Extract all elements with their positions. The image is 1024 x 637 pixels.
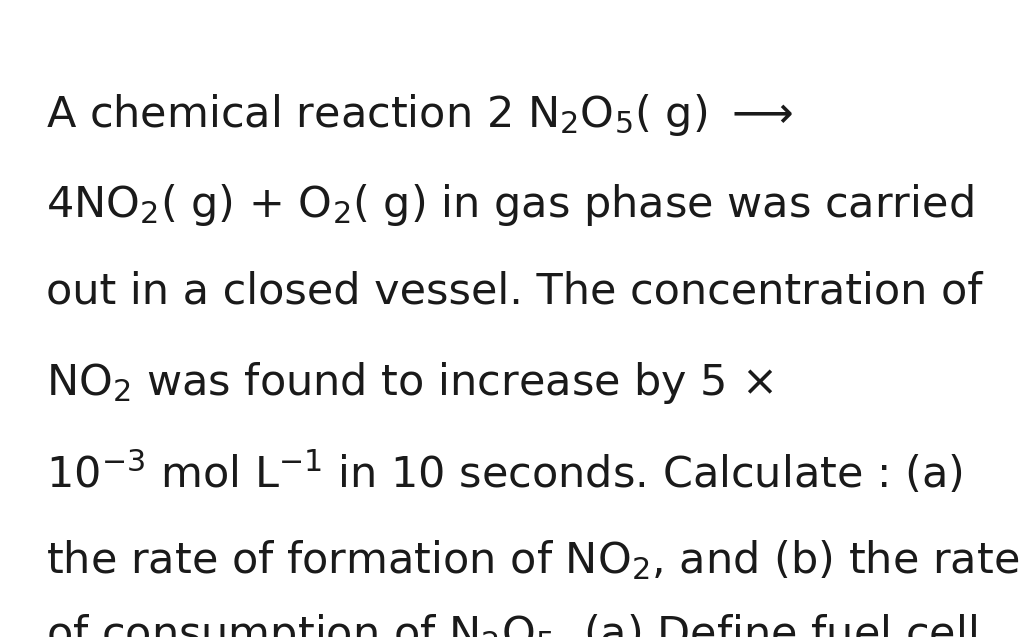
Text: out in a closed vessel. The concentration of: out in a closed vessel. The concentratio…	[46, 271, 983, 313]
Text: $\mathrm{4NO_2}$( g) $+$ $\mathrm{O_2}$( g) in gas phase was carried: $\mathrm{4NO_2}$( g) $+$ $\mathrm{O_2}$(…	[46, 182, 974, 227]
Text: the rate of formation of $\mathrm{NO_2}$, and (b) the rate: the rate of formation of $\mathrm{NO_2}$…	[46, 538, 1019, 582]
Text: of consumption of $\mathrm{N_2O_5}$. (a) Define fuel cell: of consumption of $\mathrm{N_2O_5}$. (a)…	[46, 612, 977, 637]
Text: $\mathrm{NO_2}$ was found to increase by 5 $\times$: $\mathrm{NO_2}$ was found to increase by…	[46, 360, 773, 406]
Text: $\mathrm{10^{-3}}$ mol $\mathrm{L^{-1}}$ in 10 seconds. Calculate : (a): $\mathrm{10^{-3}}$ mol $\mathrm{L^{-1}}$…	[46, 449, 963, 497]
Text: A chemical reaction 2 $\mathrm{N_2O_5}$( g) $\longrightarrow$: A chemical reaction 2 $\mathrm{N_2O_5}$(…	[46, 92, 793, 138]
